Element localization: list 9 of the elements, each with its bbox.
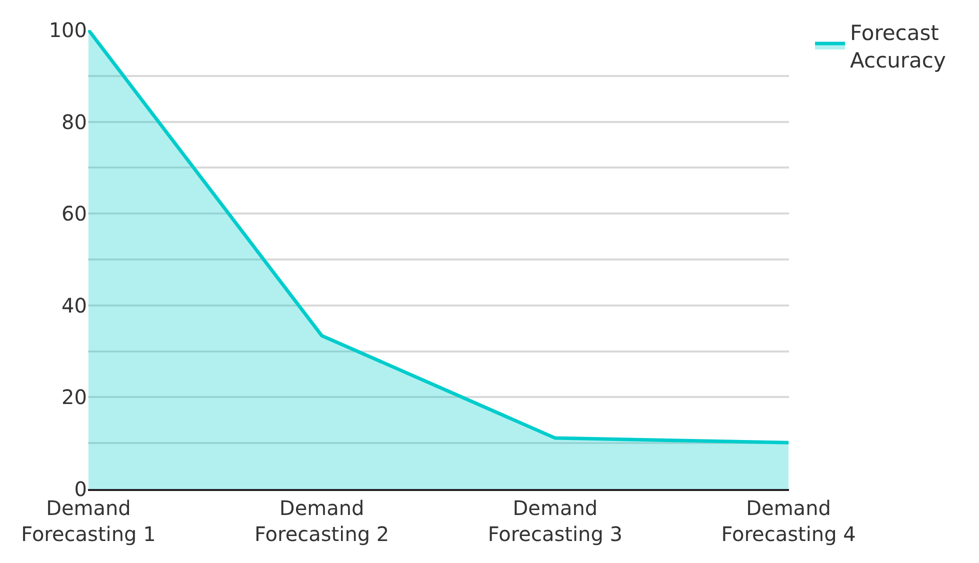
x-tick-label: Demand Forecasting 2 bbox=[254, 496, 390, 546]
x-tick-label: Demand Forecasting 4 bbox=[721, 496, 856, 546]
y-tick-label: 100 bbox=[48, 18, 87, 42]
y-tick-label: 40 bbox=[62, 293, 87, 318]
y-tick-label: 80 bbox=[62, 110, 87, 134]
y-tick-label: 60 bbox=[62, 202, 87, 226]
x-tick-label: Demand Forecasting 3 bbox=[488, 496, 622, 546]
y-tick-label: 20 bbox=[62, 385, 87, 410]
legend-label: Forecast Accuracy bbox=[850, 20, 946, 72]
